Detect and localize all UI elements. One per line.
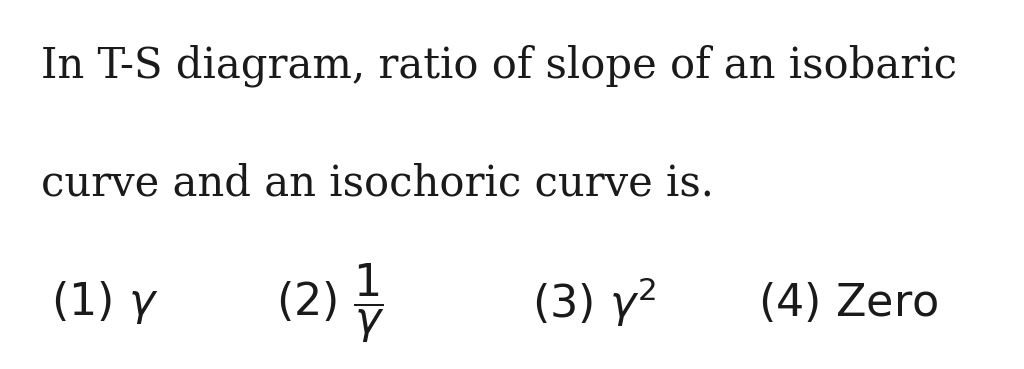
Text: $(1)\ \gamma$: $(1)\ \gamma$ <box>51 279 159 326</box>
Text: $(3)\ \gamma^2$: $(3)\ \gamma^2$ <box>532 276 656 330</box>
Text: $(4)\ \mathrm{Zero}$: $(4)\ \mathrm{Zero}$ <box>758 280 938 325</box>
Text: In T-S diagram, ratio of slope of an isobaric: In T-S diagram, ratio of slope of an iso… <box>41 44 957 87</box>
Text: curve and an isochoric curve is.: curve and an isochoric curve is. <box>41 162 714 204</box>
Text: $(2)\ \dfrac{1}{\gamma}$: $(2)\ \dfrac{1}{\gamma}$ <box>276 261 385 345</box>
